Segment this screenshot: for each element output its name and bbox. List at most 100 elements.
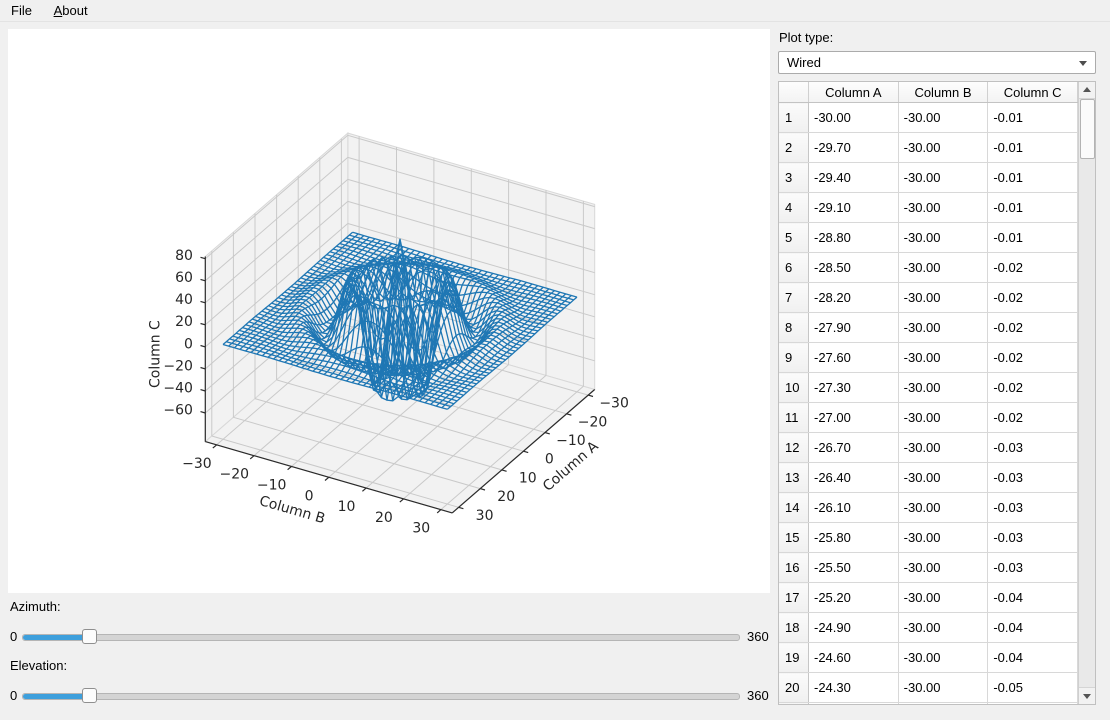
value-cell[interactable]: -0.01 (987, 132, 1078, 163)
row-index-cell[interactable]: 13 (779, 462, 809, 493)
value-cell[interactable]: -30.00 (898, 582, 989, 613)
value-cell[interactable] (898, 702, 989, 704)
column-header[interactable]: Column A (808, 82, 899, 103)
row-index-cell[interactable]: 8 (779, 312, 809, 343)
value-cell[interactable]: -26.40 (808, 462, 899, 493)
value-cell[interactable]: -0.02 (987, 372, 1078, 403)
value-cell[interactable]: -25.20 (808, 582, 899, 613)
value-cell[interactable]: -24.60 (808, 642, 899, 673)
row-index-cell[interactable]: 4 (779, 192, 809, 223)
value-cell[interactable]: -0.03 (987, 552, 1078, 583)
value-cell[interactable]: -30.00 (898, 612, 989, 643)
value-cell[interactable]: -30.00 (898, 402, 989, 433)
value-cell[interactable]: -30.00 (898, 132, 989, 163)
value-cell[interactable]: -30.00 (898, 282, 989, 313)
value-cell[interactable]: -30.00 (898, 672, 989, 703)
plot-canvas[interactable]: −30 −20 −10 0 10 20 30 −30 −20 −10 0 10 20 30 −60 −40 −2… (8, 29, 770, 593)
value-cell[interactable]: -0.02 (987, 282, 1078, 313)
value-cell[interactable]: -30.00 (808, 102, 899, 133)
value-cell[interactable]: -30.00 (898, 492, 989, 523)
azimuth-slider[interactable] (22, 629, 740, 645)
value-cell[interactable]: -30.00 (898, 342, 989, 373)
column-header[interactable]: Column C (987, 82, 1078, 103)
value-cell[interactable]: -0.02 (987, 342, 1078, 373)
value-cell[interactable]: -25.50 (808, 552, 899, 583)
value-cell[interactable]: -0.01 (987, 102, 1078, 133)
corner-header-cell[interactable] (779, 82, 809, 103)
slider-track[interactable] (22, 634, 740, 641)
menu-file[interactable]: File (11, 3, 32, 18)
elevation-slider[interactable] (22, 688, 740, 704)
row-index-cell[interactable]: 16 (779, 552, 809, 583)
row-index-cell[interactable]: 5 (779, 222, 809, 253)
value-cell[interactable]: -0.03 (987, 492, 1078, 523)
value-cell[interactable]: -0.04 (987, 582, 1078, 613)
value-cell[interactable]: -27.90 (808, 312, 899, 343)
value-cell[interactable]: -26.70 (808, 432, 899, 463)
value-cell[interactable]: -25.80 (808, 522, 899, 553)
value-cell[interactable]: -28.20 (808, 282, 899, 313)
value-cell[interactable]: -0.01 (987, 192, 1078, 223)
value-cell[interactable]: -29.10 (808, 192, 899, 223)
row-index-cell[interactable]: 6 (779, 252, 809, 283)
row-index-cell[interactable]: 15 (779, 522, 809, 553)
value-cell[interactable]: -0.01 (987, 222, 1078, 253)
value-cell[interactable]: -30.00 (898, 252, 989, 283)
value-cell[interactable]: -0.02 (987, 312, 1078, 343)
row-index-cell[interactable]: 12 (779, 432, 809, 463)
scroll-down-button[interactable] (1079, 687, 1095, 704)
value-cell[interactable]: -27.60 (808, 342, 899, 373)
value-cell[interactable]: -30.00 (898, 192, 989, 223)
scroll-up-button[interactable] (1079, 82, 1095, 99)
value-cell[interactable]: -24.90 (808, 612, 899, 643)
plot-type-dropdown[interactable]: Wired (778, 51, 1096, 74)
value-cell[interactable]: -30.00 (898, 552, 989, 583)
row-index-cell[interactable]: 1 (779, 102, 809, 133)
value-cell[interactable]: -30.00 (898, 102, 989, 133)
value-cell[interactable] (808, 702, 899, 704)
value-cell[interactable]: -0.05 (987, 672, 1078, 703)
row-index-cell[interactable]: 3 (779, 162, 809, 193)
elevation-slider-handle[interactable] (82, 688, 98, 703)
value-cell[interactable]: -0.02 (987, 252, 1078, 283)
scrollbar-thumb[interactable] (1080, 99, 1095, 159)
value-cell[interactable]: -0.04 (987, 642, 1078, 673)
value-cell[interactable]: -24.30 (808, 672, 899, 703)
value-cell[interactable]: -30.00 (898, 372, 989, 403)
row-index-cell[interactable]: 7 (779, 282, 809, 313)
menu-about[interactable]: About (53, 3, 88, 18)
value-cell[interactable]: -0.03 (987, 522, 1078, 553)
row-index-cell[interactable]: 9 (779, 342, 809, 373)
slider-track[interactable] (22, 693, 740, 700)
value-cell[interactable]: -29.70 (808, 132, 899, 163)
row-index-cell[interactable]: 17 (779, 582, 809, 613)
value-cell[interactable] (987, 702, 1078, 704)
table-vertical-scrollbar[interactable] (1078, 82, 1095, 704)
value-cell[interactable]: -29.40 (808, 162, 899, 193)
value-cell[interactable]: -27.00 (808, 402, 899, 433)
value-cell[interactable]: -0.03 (987, 432, 1078, 463)
value-cell[interactable]: -30.00 (898, 642, 989, 673)
row-index-cell[interactable]: 2 (779, 132, 809, 163)
row-index-cell[interactable] (779, 702, 809, 704)
value-cell[interactable]: -0.01 (987, 162, 1078, 193)
value-cell[interactable]: -30.00 (898, 462, 989, 493)
row-index-cell[interactable]: 18 (779, 612, 809, 643)
value-cell[interactable]: -28.80 (808, 222, 899, 253)
value-cell[interactable]: -28.50 (808, 252, 899, 283)
value-cell[interactable]: -26.10 (808, 492, 899, 523)
value-cell[interactable]: -0.02 (987, 402, 1078, 433)
value-cell[interactable]: -30.00 (898, 222, 989, 253)
row-index-cell[interactable]: 11 (779, 402, 809, 433)
value-cell[interactable]: -30.00 (898, 522, 989, 553)
value-cell[interactable]: -0.03 (987, 462, 1078, 493)
azimuth-slider-handle[interactable] (82, 629, 98, 644)
row-index-cell[interactable]: 14 (779, 492, 809, 523)
value-cell[interactable]: -30.00 (898, 162, 989, 193)
column-header[interactable]: Column B (898, 82, 989, 103)
value-cell[interactable]: -27.30 (808, 372, 899, 403)
row-index-cell[interactable]: 19 (779, 642, 809, 673)
row-index-cell[interactable]: 20 (779, 672, 809, 703)
value-cell[interactable]: -0.04 (987, 612, 1078, 643)
row-index-cell[interactable]: 10 (779, 372, 809, 403)
